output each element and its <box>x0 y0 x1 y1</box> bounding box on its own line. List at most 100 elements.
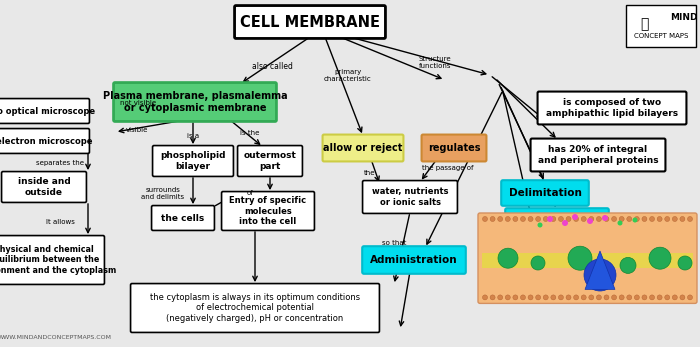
Circle shape <box>617 220 622 226</box>
Circle shape <box>602 215 608 221</box>
FancyBboxPatch shape <box>222 192 314 230</box>
FancyBboxPatch shape <box>363 180 457 213</box>
Circle shape <box>513 295 518 300</box>
Circle shape <box>521 217 526 221</box>
Text: not visible: not visible <box>120 100 156 106</box>
Circle shape <box>482 217 487 221</box>
Text: is a: is a <box>187 133 199 139</box>
Text: It allows: It allows <box>46 219 74 225</box>
Circle shape <box>566 295 571 300</box>
Text: Delimitation: Delimitation <box>509 188 582 198</box>
Circle shape <box>543 217 548 221</box>
Circle shape <box>665 217 670 221</box>
FancyBboxPatch shape <box>237 145 302 176</box>
Text: electron microscope: electron microscope <box>0 136 92 145</box>
Bar <box>482 253 693 268</box>
Text: of: of <box>246 190 253 196</box>
Circle shape <box>604 295 609 300</box>
Circle shape <box>547 216 553 222</box>
FancyBboxPatch shape <box>113 83 276 121</box>
Text: so that: so that <box>382 240 406 246</box>
Circle shape <box>634 217 639 221</box>
Text: Plasma membrane, plasmalemma
or cytoplasmic membrane: Plasma membrane, plasmalemma or cytoplas… <box>103 91 287 113</box>
Circle shape <box>642 295 647 300</box>
Circle shape <box>626 295 632 300</box>
FancyBboxPatch shape <box>492 236 580 262</box>
FancyBboxPatch shape <box>626 5 696 47</box>
Circle shape <box>657 295 662 300</box>
Text: CONCEPT MAPS: CONCEPT MAPS <box>634 33 688 39</box>
Text: to optical microscope: to optical microscope <box>0 107 95 116</box>
Circle shape <box>633 218 638 222</box>
Circle shape <box>573 295 579 300</box>
Circle shape <box>642 217 647 221</box>
Circle shape <box>687 217 692 221</box>
FancyBboxPatch shape <box>531 138 666 171</box>
Circle shape <box>596 295 601 300</box>
FancyBboxPatch shape <box>0 128 90 153</box>
Text: is composed of two
amphipathic lipid bilayers: is composed of two amphipathic lipid bil… <box>546 98 678 118</box>
Circle shape <box>482 295 487 300</box>
Text: surrounds
and delimits: surrounds and delimits <box>141 186 185 200</box>
Circle shape <box>589 217 594 221</box>
FancyBboxPatch shape <box>362 246 466 274</box>
Circle shape <box>498 248 518 268</box>
Circle shape <box>650 217 654 221</box>
Circle shape <box>559 217 564 221</box>
FancyBboxPatch shape <box>323 135 403 161</box>
Circle shape <box>551 295 556 300</box>
Circle shape <box>672 295 678 300</box>
Circle shape <box>528 295 533 300</box>
Circle shape <box>538 222 542 228</box>
Circle shape <box>543 295 548 300</box>
Text: regulates: regulates <box>428 143 480 153</box>
Text: also called: also called <box>251 61 293 70</box>
Circle shape <box>650 295 654 300</box>
Circle shape <box>551 217 556 221</box>
FancyBboxPatch shape <box>153 145 233 176</box>
Circle shape <box>620 295 624 300</box>
Circle shape <box>505 217 510 221</box>
FancyBboxPatch shape <box>234 6 386 39</box>
Circle shape <box>612 217 617 221</box>
Circle shape <box>559 295 564 300</box>
FancyBboxPatch shape <box>421 135 486 161</box>
Text: is the: is the <box>240 130 260 136</box>
Circle shape <box>657 217 662 221</box>
Circle shape <box>687 295 692 300</box>
Text: has 20% of integral
and peripheral proteins: has 20% of integral and peripheral prote… <box>538 145 658 165</box>
Circle shape <box>490 217 495 221</box>
Text: WWW.MINDANDCONCEPTMAPS.COM: WWW.MINDANDCONCEPTMAPS.COM <box>0 335 112 340</box>
Text: the cells: the cells <box>162 213 204 222</box>
Circle shape <box>513 217 518 221</box>
Circle shape <box>665 295 670 300</box>
Text: 🧠: 🧠 <box>640 17 648 31</box>
Circle shape <box>604 217 609 221</box>
Circle shape <box>566 217 571 221</box>
Text: primary
characteristic: primary characteristic <box>324 68 372 82</box>
Circle shape <box>521 295 526 300</box>
Text: Entry of specific
molecules
into the cell: Entry of specific molecules into the cel… <box>230 196 307 226</box>
Circle shape <box>596 217 601 221</box>
Circle shape <box>490 295 495 300</box>
Text: phospholipid
bilayer: phospholipid bilayer <box>160 151 225 171</box>
Circle shape <box>587 218 593 224</box>
Circle shape <box>498 295 503 300</box>
Circle shape <box>620 257 636 273</box>
Text: Structure
functions: Structure functions <box>419 56 452 68</box>
Text: the passage of: the passage of <box>422 165 474 171</box>
Circle shape <box>680 295 685 300</box>
Text: the: the <box>364 170 376 176</box>
Circle shape <box>498 217 503 221</box>
Circle shape <box>581 295 586 300</box>
Circle shape <box>620 217 624 221</box>
Circle shape <box>528 217 533 221</box>
Circle shape <box>680 217 685 221</box>
Circle shape <box>678 256 692 270</box>
Circle shape <box>581 217 586 221</box>
FancyBboxPatch shape <box>0 236 104 285</box>
Text: Preservation: Preservation <box>498 244 574 254</box>
FancyBboxPatch shape <box>478 213 697 303</box>
Text: inside and
outside: inside and outside <box>18 177 71 197</box>
Circle shape <box>562 220 568 226</box>
